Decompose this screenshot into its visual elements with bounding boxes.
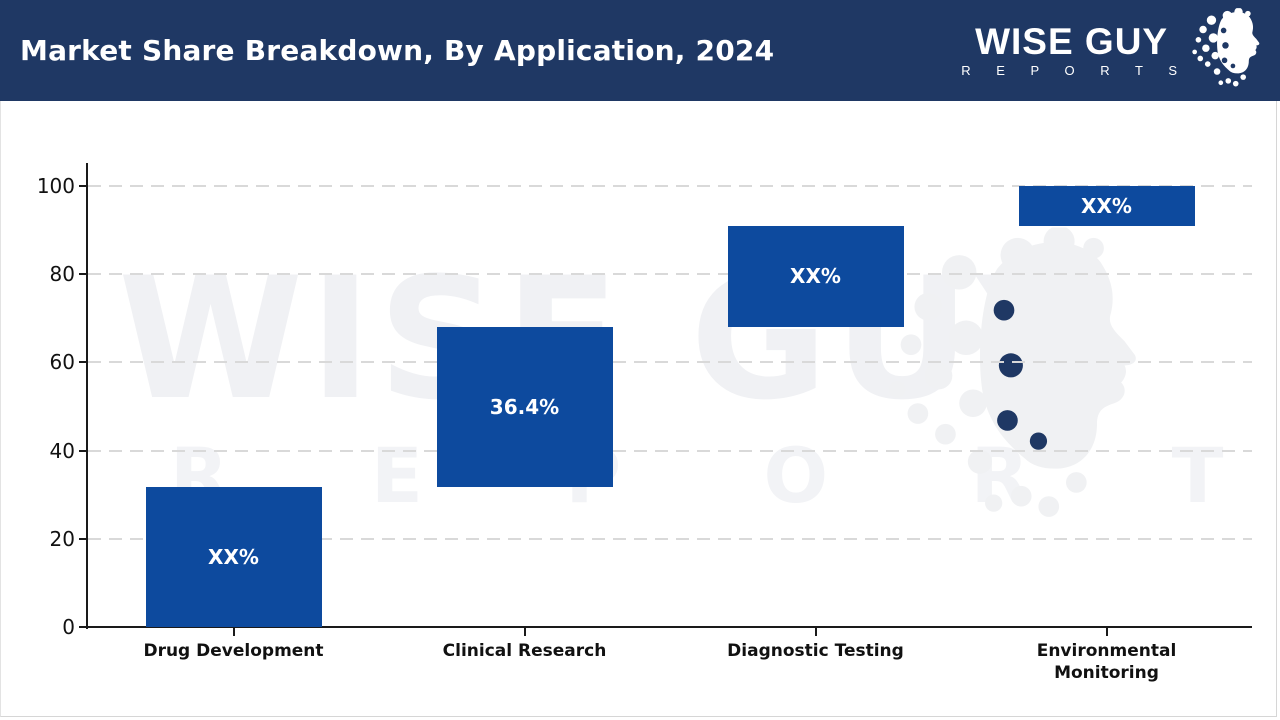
y-tick-label-60-text: 60 [49,350,75,375]
x-category-label-2-text: Diagnostic Testing [727,641,904,661]
x-tick-2 [814,628,817,636]
chart-area: WISE GUY R E P O R T S 020406080100XX%Dr… [0,101,1280,720]
y-tick-label-40: 40 [15,441,75,461]
x-category-label-3: Environmental Monitoring [1012,640,1202,684]
wise-guy-logo: WISE GUY R E P O R T S [955,5,1274,97]
x-category-label-0-text: Drug Development [143,641,324,661]
y-tick-label-20: 20 [15,529,75,549]
logo-name: WISE GUY [975,21,1169,62]
dotted-head-icon [1190,7,1274,95]
x-tick-0 [232,628,235,636]
x-category-label-1: Clinical Research [430,640,620,662]
y-axis-line [86,163,88,629]
y-tick-40 [79,449,88,452]
gridline-80 [88,273,1252,276]
y-tick-label-80: 80 [15,264,75,284]
y-tick-60 [79,361,88,364]
y-tick-0 [79,626,88,628]
bar-1: 36.4% [436,326,613,488]
watermark-line2: R E P O R T S [170,431,1280,520]
bar-value-label: 36.4% [489,394,560,419]
plot-area: 0 20 40 60 80 100 XX% Drug Development 36.4% Clin… [0,101,1280,720]
y-tick-label-100: 100 [15,176,75,196]
bar-value-label: XX% [1081,194,1132,219]
y-tick-label-80-text: 80 [49,262,75,287]
bar-3: XX% [1018,186,1195,227]
y-tick-20 [79,537,88,540]
y-tick-label-20-text: 20 [49,526,75,551]
x-tick-1 [523,628,526,636]
x-category-label-1-text: Clinical Research [442,641,607,661]
bar-value-label: XX% [790,264,841,289]
y-tick-100 [79,185,88,187]
gridline-60 [88,361,1252,364]
chart-title: Market Share Breakdown, By Application, … [20,34,775,67]
bar-value-label: XX% [208,545,259,570]
bar-0: XX% [145,487,322,627]
x-tick-3 [1105,628,1108,636]
y-tick-80 [79,273,88,276]
y-tick-label-0-text: 0 [62,615,75,639]
x-category-label-3-text: Environmental Monitoring [1036,641,1177,684]
y-tick-label-40-text: 40 [49,438,75,463]
logo-text: WISE GUY R E P O R T S [955,23,1188,78]
gridline-40 [88,449,1252,452]
x-category-label-0: Drug Development [139,640,329,662]
gridline-20 [88,537,1252,540]
header-bar: Market Share Breakdown, By Application, … [0,0,1280,101]
bar-2: XX% [727,226,904,327]
logo-subtitle: R E P O R T S [961,63,1188,78]
y-tick-label-100-text: 100 [36,174,75,198]
y-tick-label-0: 0 [15,617,75,637]
x-category-label-2: Diagnostic Testing [721,640,911,662]
gridline-100 [88,185,1252,187]
x-axis-line [86,626,1252,628]
y-tick-label-60: 60 [15,352,75,372]
